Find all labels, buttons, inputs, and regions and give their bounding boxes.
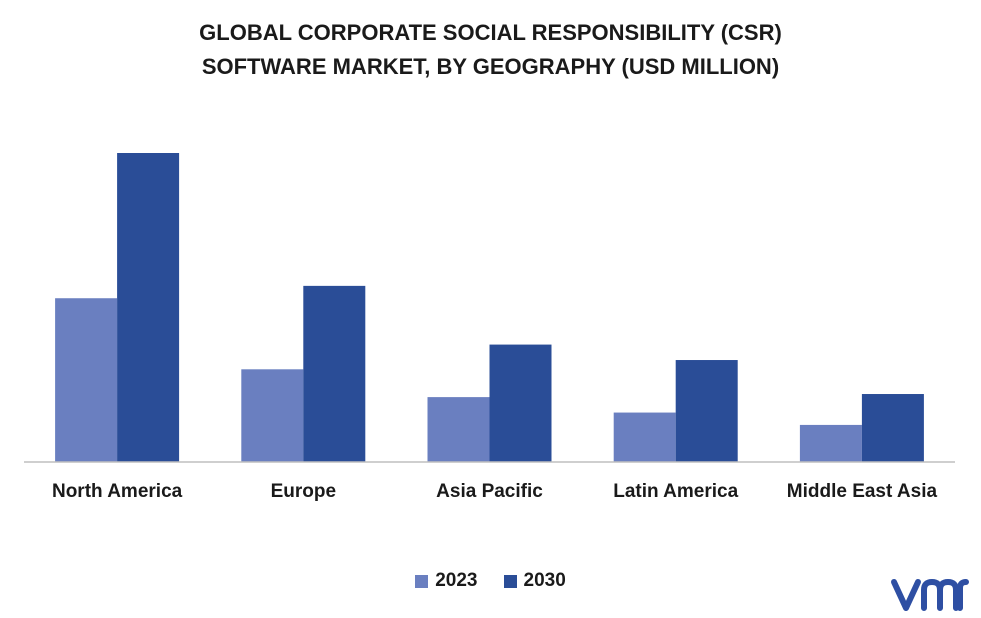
bar-2023-europe	[241, 369, 304, 462]
category-labels-group: North America Europe Asia Pacific Latin Ame…	[52, 481, 937, 502]
bar-2023-north-america	[55, 298, 118, 462]
chart-title-line-2: SOFTWARE MARKET, BY GEOGRAPHY (USD MILLI…	[201, 54, 780, 79]
bar-2030-middle-east-asia	[861, 394, 924, 462]
category-label-latin-america: Latin America	[613, 481, 738, 502]
bar-2023-middle-east-asia	[799, 424, 862, 462]
category-label-north-america: North America	[52, 481, 183, 502]
legend-label-2023: 2023	[435, 570, 478, 591]
chart-title-line-1: GLOBAL CORPORATE SOCIAL RESPONSIBILITY (…	[199, 20, 782, 45]
legend-swatch-2023	[415, 574, 429, 588]
bars-group	[55, 153, 924, 462]
legend-swatch-2030	[503, 574, 517, 588]
legend: 2023 2030	[0, 570, 981, 592]
bar-2030-latin-america	[675, 360, 738, 462]
category-label-asia-pacific: Asia Pacific	[436, 481, 543, 502]
vmr-logo-icon	[891, 578, 969, 611]
bar-2023-asia-pacific	[427, 397, 490, 462]
bar-2030-asia-pacific	[489, 344, 552, 462]
bar-2023-latin-america	[613, 412, 676, 462]
bar-2030-north-america	[117, 153, 180, 462]
category-label-europe: Europe	[271, 481, 336, 502]
legend-item-2030: 2030	[503, 570, 566, 592]
chart-title: GLOBAL CORPORATE SOCIAL RESPONSIBILITY (…	[0, 16, 981, 84]
legend-item-2023: 2023	[415, 570, 478, 592]
bar-chart: North America Europe Asia Pacific Latin Ame…	[24, 153, 955, 502]
bar-2030-europe	[303, 285, 366, 462]
category-label-middle-east-asia: Middle East Asia	[787, 481, 938, 502]
legend-label-2030: 2030	[523, 570, 566, 591]
